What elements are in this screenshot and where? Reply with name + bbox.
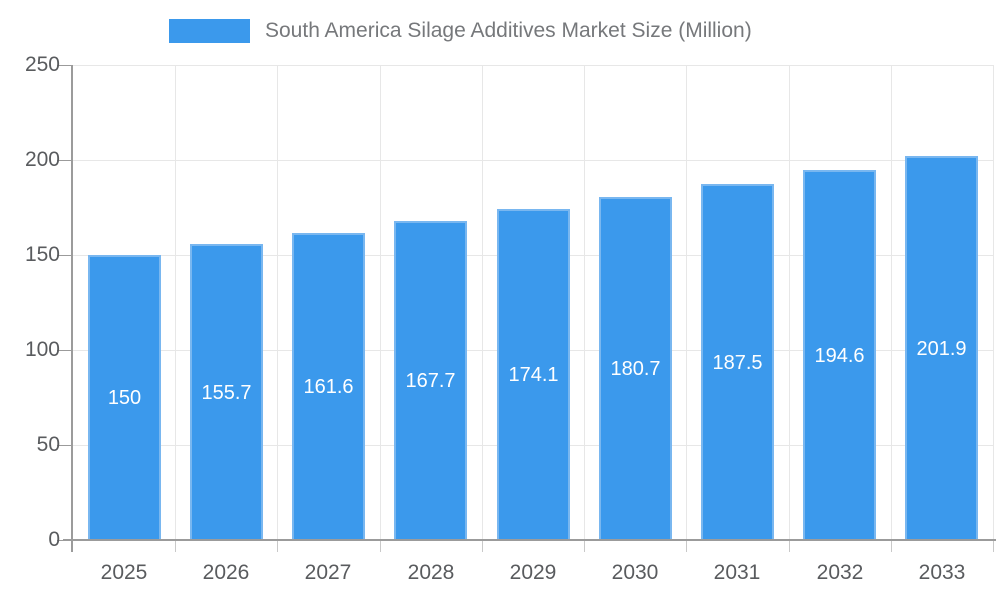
bar-value-label: 167.7 [405, 370, 456, 392]
y-tick-label: 250 [24, 53, 60, 76]
gridline-vertical [277, 65, 278, 540]
x-axis-tick [686, 540, 687, 552]
x-tick-label: 2025 [100, 561, 148, 584]
gridline-horizontal [73, 160, 993, 161]
bar[interactable]: 187.5 [701, 184, 774, 540]
x-axis-tick [482, 540, 483, 552]
x-axis-tick [380, 540, 381, 552]
gridline-vertical [380, 65, 381, 540]
x-tick-label: 2028 [407, 561, 455, 584]
y-tick-label: 150 [24, 243, 60, 266]
x-axis-tick [584, 540, 585, 552]
gridline-vertical [584, 65, 585, 540]
x-axis-tick [175, 540, 176, 552]
gridline-vertical [482, 65, 483, 540]
gridline-horizontal [73, 65, 993, 66]
y-tick-label: 0 [48, 528, 60, 551]
bar[interactable]: 150 [88, 255, 161, 540]
x-tick-label: 2029 [509, 561, 557, 584]
legend-swatch [169, 19, 250, 43]
y-axis-tick [57, 160, 72, 161]
gridline-vertical [891, 65, 892, 540]
bar-value-label: 161.6 [303, 376, 354, 398]
x-axis-tick [993, 540, 994, 552]
x-tick-label: 2032 [816, 561, 864, 584]
x-tick-label: 2030 [611, 561, 659, 584]
bar[interactable]: 161.6 [292, 233, 365, 540]
bar-value-label: 201.9 [916, 337, 967, 360]
x-axis-line [63, 539, 996, 541]
y-tick-label: 100 [24, 338, 60, 361]
x-tick-label: 2027 [304, 561, 352, 584]
y-axis-tick [57, 445, 72, 446]
x-tick-label: 2031 [713, 561, 761, 584]
y-axis-tick [57, 65, 72, 66]
gridline-vertical [789, 65, 790, 540]
bar-value-label: 194.6 [814, 344, 865, 367]
gridline-vertical [686, 65, 687, 540]
x-axis-tick [789, 540, 790, 552]
y-axis-tick [57, 255, 72, 256]
bar[interactable]: 167.7 [394, 221, 467, 540]
bar[interactable]: 180.7 [599, 197, 672, 540]
bar-value-label: 180.7 [610, 358, 661, 380]
bar[interactable]: 201.9 [905, 156, 978, 540]
chart-legend[interactable]: South America Silage Additives Market Si… [0, 0, 1000, 46]
x-axis-tick [891, 540, 892, 552]
legend-label: South America Silage Additives Market Si… [265, 19, 752, 42]
y-tick-label: 50 [36, 433, 60, 456]
bar-value-label: 155.7 [201, 381, 252, 404]
x-tick-label: 2026 [202, 561, 250, 584]
y-tick-label: 200 [24, 148, 60, 171]
y-axis-tick [57, 350, 72, 351]
bar[interactable]: 194.6 [803, 170, 876, 540]
bar-value-label: 187.5 [712, 351, 763, 374]
bar[interactable]: 155.7 [190, 244, 263, 540]
gridline-vertical [175, 65, 176, 540]
y-axis-line [71, 65, 73, 552]
x-tick-label: 2033 [918, 561, 966, 584]
bar-value-label: 150 [107, 387, 142, 409]
bar-value-label: 174.1 [508, 364, 559, 386]
bar[interactable]: 174.1 [497, 209, 570, 540]
gridline-vertical [993, 65, 994, 540]
x-axis-tick [277, 540, 278, 552]
